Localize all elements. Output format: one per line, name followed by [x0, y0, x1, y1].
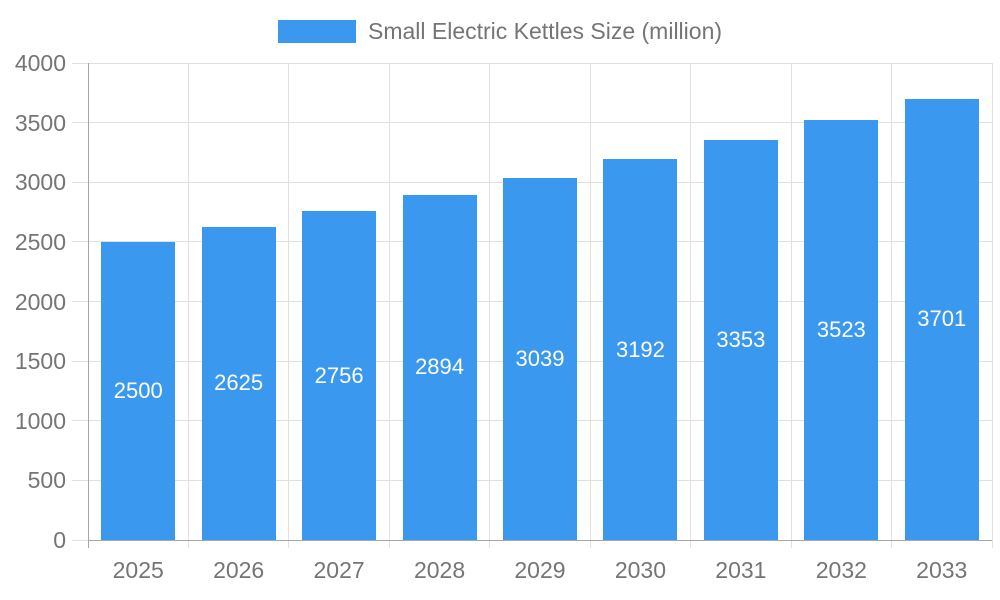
- x-gridline: [991, 63, 993, 540]
- x-axis-label: 2027: [313, 557, 365, 583]
- bar[interactable]: [503, 177, 577, 540]
- x-axis-tick: [891, 540, 893, 548]
- y-axis-label: 2000: [14, 288, 66, 315]
- y-axis-tick: [72, 181, 88, 183]
- x-axis-label: 2032: [815, 557, 867, 583]
- x-axis-line: [88, 539, 992, 541]
- y-axis-line: [87, 63, 89, 548]
- x-axis-label: 2033: [916, 557, 968, 583]
- x-axis-label: 2030: [614, 557, 667, 583]
- x-gridline: [288, 63, 290, 540]
- x-axis-label: 2028: [413, 557, 466, 583]
- bar[interactable]: [904, 98, 979, 540]
- x-axis-tick: [187, 540, 189, 548]
- x-gridline: [790, 63, 792, 540]
- y-axis-label: 1000: [14, 407, 66, 434]
- bar[interactable]: [402, 194, 477, 540]
- y-axis-label: 2500: [14, 228, 66, 255]
- y-gridline: [88, 62, 992, 64]
- y-axis-tick: [72, 122, 88, 124]
- x-axis-tick: [690, 540, 692, 548]
- bar[interactable]: [302, 211, 377, 540]
- y-axis-tick: [72, 420, 88, 422]
- bar[interactable]: [804, 119, 879, 540]
- bar[interactable]: [201, 226, 276, 540]
- y-axis-tick: [72, 479, 88, 481]
- y-axis-tick: [72, 241, 88, 243]
- y-axis-tick: [72, 62, 88, 64]
- x-axis-tick: [288, 540, 290, 548]
- legend-label: Small Electric Kettles Size (million): [367, 18, 723, 44]
- bar[interactable]: [703, 140, 778, 540]
- x-axis-label: 2026: [213, 557, 265, 583]
- y-axis-label: 3500: [14, 109, 66, 136]
- y-axis-tick: [72, 539, 88, 541]
- x-gridline: [388, 63, 390, 540]
- x-gridline: [589, 63, 591, 540]
- bar[interactable]: [101, 241, 176, 540]
- x-gridline: [489, 63, 491, 540]
- x-gridline: [187, 63, 189, 540]
- x-axis-tick: [790, 540, 792, 548]
- y-axis-tick: [72, 301, 88, 302]
- y-axis-label: 500: [27, 467, 66, 494]
- x-gridline: [891, 63, 893, 540]
- y-axis-label: 4000: [14, 50, 66, 76]
- bar[interactable]: [603, 159, 678, 540]
- x-axis-tick: [991, 540, 993, 548]
- x-axis-label: 2031: [715, 557, 767, 583]
- x-axis-tick: [589, 540, 591, 548]
- x-axis-label: 2025: [112, 557, 164, 583]
- y-axis-label: 1500: [14, 348, 66, 375]
- x-axis-tick: [489, 540, 491, 548]
- y-axis-label: 3000: [14, 169, 66, 196]
- legend-swatch-icon: [277, 20, 356, 43]
- y-gridline: [88, 122, 992, 124]
- x-axis-tick: [388, 540, 390, 548]
- y-axis-tick: [72, 360, 88, 362]
- x-gridline: [690, 63, 692, 540]
- x-axis-label: 2029: [514, 557, 566, 583]
- y-axis-label: 0: [53, 527, 66, 553]
- legend[interactable]: Small Electric Kettles Size (million): [0, 18, 1000, 45]
